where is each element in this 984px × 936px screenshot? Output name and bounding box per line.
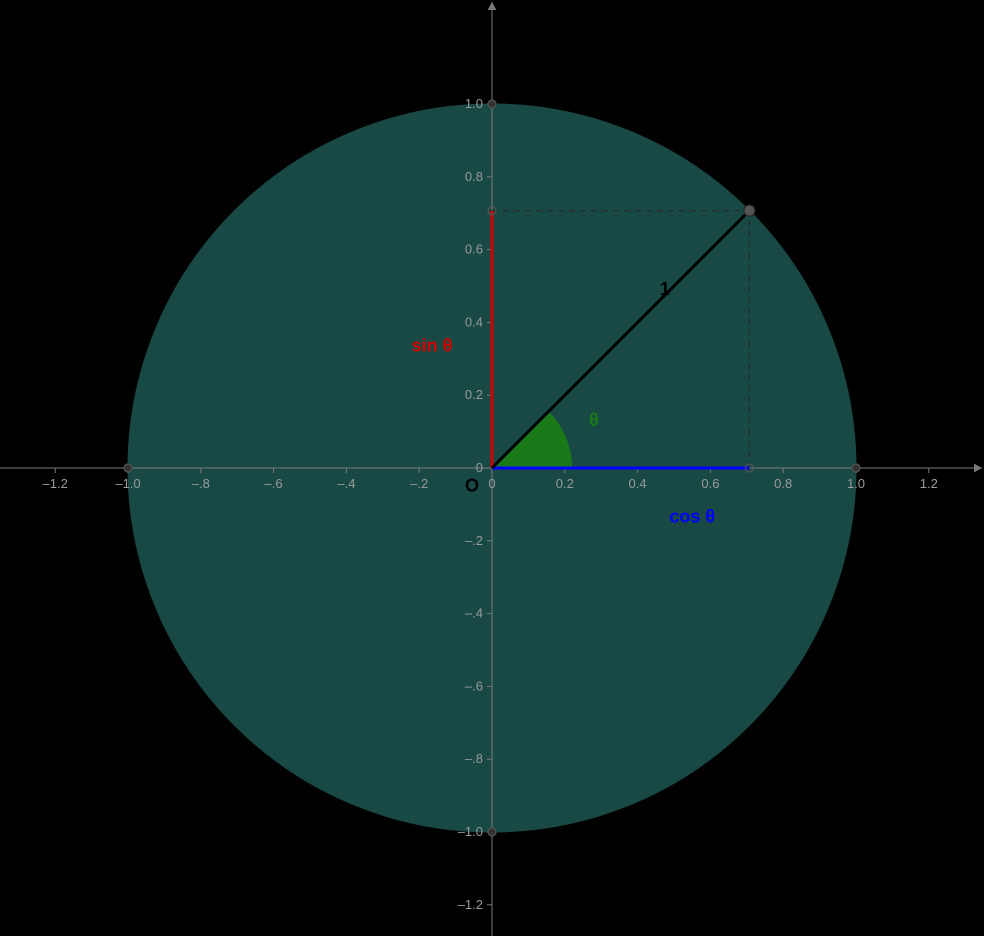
axis-point [488, 100, 496, 108]
y-tick-label: 0.8 [465, 169, 483, 184]
y-tick-label: 0 [476, 460, 483, 475]
x-tick-label: –.2 [410, 476, 428, 491]
x-axis-arrow [974, 464, 982, 473]
sin-label: sin θ [412, 336, 453, 356]
x-tick-label: 1.2 [920, 476, 938, 491]
y-tick-label: –.4 [465, 606, 483, 621]
x-tick-label: 1.0 [847, 476, 865, 491]
y-tick-label: –.8 [465, 751, 483, 766]
y-tick-label: 0.2 [465, 387, 483, 402]
x-tick-label: –.8 [192, 476, 210, 491]
x-tick-label: 0.2 [556, 476, 574, 491]
axis-point [488, 828, 496, 836]
axis-point [124, 464, 132, 472]
y-tick-label: 0.4 [465, 314, 483, 329]
y-tick-label: 1.0 [465, 96, 483, 111]
circle-point [744, 205, 755, 216]
y-tick-label: –1.0 [458, 824, 483, 839]
y-tick-label: –1.2 [458, 897, 483, 912]
axis-point [852, 464, 860, 472]
x-tick-label: –1.2 [43, 476, 68, 491]
y-tick-label: –.6 [465, 678, 483, 693]
x-tick-label: 0 [488, 476, 495, 491]
theta-label: θ [589, 410, 599, 430]
unit-circle-diagram: –1.2 –1.0 –.8 –.6 –.4 –.2 0 0.2 0.4 0.6 0.8 1.0 1.2 –… [0, 0, 984, 936]
x-tick-label: 0.6 [701, 476, 719, 491]
y-tick-label: 0.6 [465, 242, 483, 257]
x-tick-label: –.6 [265, 476, 283, 491]
cos-label: cos θ [669, 507, 715, 527]
radius-label: 1 [660, 279, 670, 299]
x-tick-label: –1.0 [115, 476, 140, 491]
x-tick-label: 0.8 [774, 476, 792, 491]
x-tick-label: –.4 [337, 476, 355, 491]
y-axis-arrow [488, 2, 497, 10]
y-tick-label: –.2 [465, 533, 483, 548]
origin-label: O [465, 476, 479, 496]
x-tick-label: 0.4 [629, 476, 647, 491]
